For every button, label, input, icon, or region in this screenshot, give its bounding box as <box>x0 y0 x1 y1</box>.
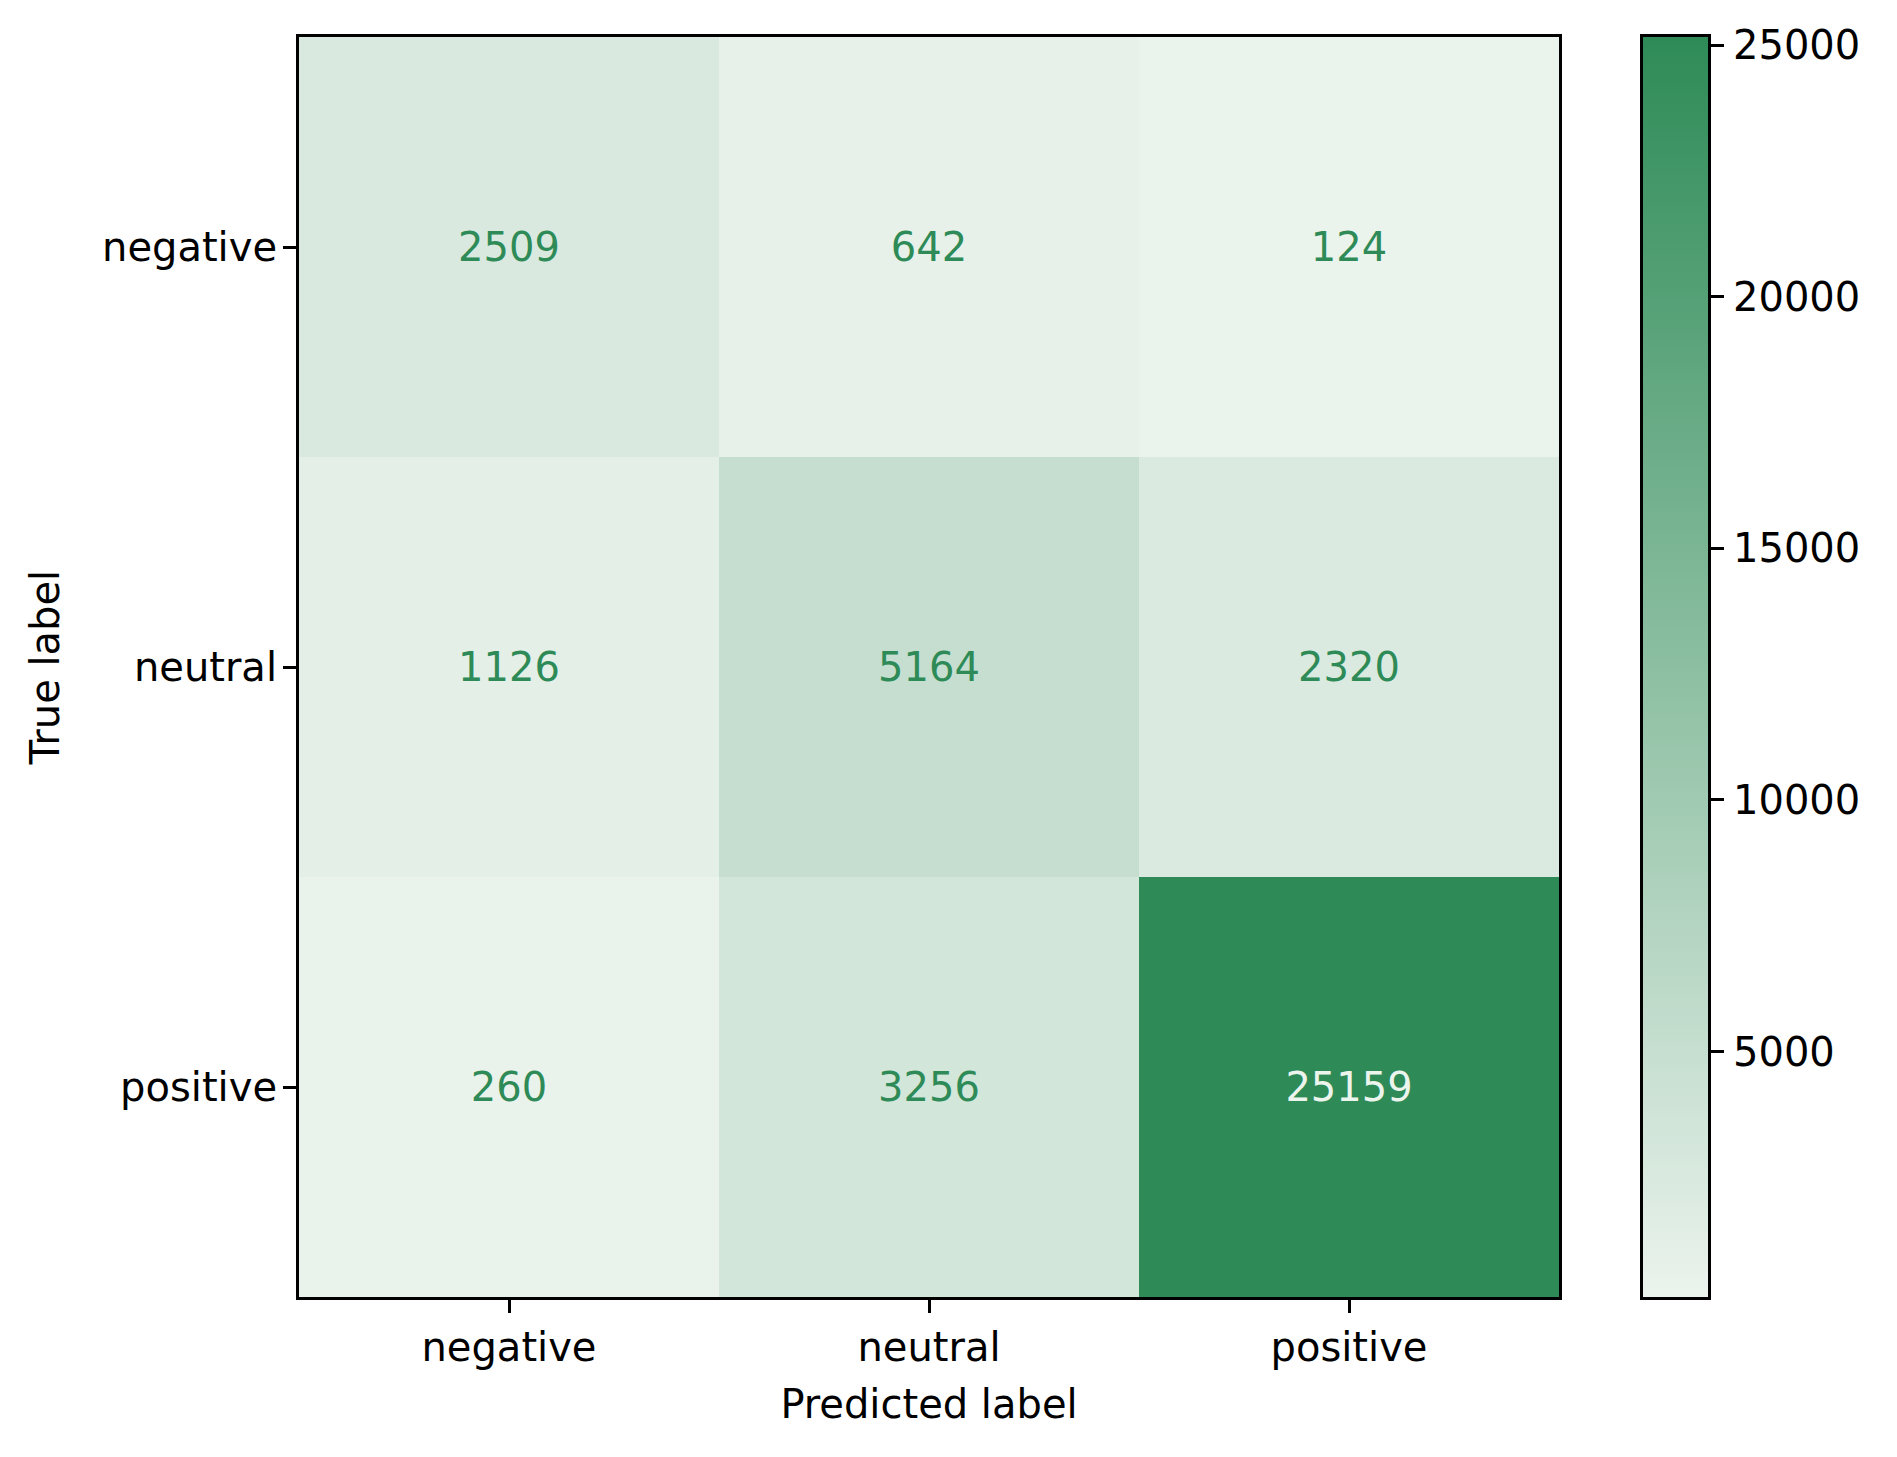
heatmap-cell-neutral-negative: 1126 <box>299 457 719 877</box>
heatmap-cell-neutral-neutral: 5164 <box>719 457 1139 877</box>
cell-value: 2320 <box>1298 647 1400 687</box>
x-tick-mark <box>508 1300 511 1313</box>
colorbar-tick-label-15000: 15000 <box>1733 523 1860 573</box>
heatmap-cell-positive-neutral: 3256 <box>719 877 1139 1297</box>
heatmap-cell-positive-negative: 260 <box>299 877 719 1297</box>
y-tick-label-positive: positive <box>0 1062 277 1112</box>
colorbar-tick-mark <box>1711 798 1724 801</box>
colorbar <box>1640 34 1711 1300</box>
cell-value: 25159 <box>1285 1067 1412 1107</box>
heatmap-cell-positive-positive: 25159 <box>1139 877 1559 1297</box>
colorbar-tick-mark <box>1711 547 1724 550</box>
colorbar-tick-mark <box>1711 295 1724 298</box>
colorbar-tick-label-20000: 20000 <box>1733 272 1860 322</box>
y-tick-label-negative: negative <box>0 222 277 272</box>
cell-value: 2509 <box>458 227 560 267</box>
cell-value: 260 <box>471 1067 547 1107</box>
colorbar-tick-mark <box>1711 1050 1724 1053</box>
y-axis-title: True label <box>22 570 68 764</box>
x-tick-mark <box>928 1300 931 1313</box>
heatmap-cell-negative-positive: 124 <box>1139 37 1559 457</box>
x-tick-mark <box>1348 1300 1351 1313</box>
colorbar-tick-label-10000: 10000 <box>1733 775 1860 825</box>
x-tick-label-positive: positive <box>1199 1322 1499 1372</box>
x-axis-title: Predicted label <box>629 1381 1229 1427</box>
cell-value: 5164 <box>878 647 980 687</box>
colorbar-tick-label-5000: 5000 <box>1733 1027 1835 1077</box>
heatmap-plot: 2509 642 124 1126 5164 2320 260 3256 25159 <box>296 34 1562 1300</box>
colorbar-tick-mark <box>1711 44 1724 47</box>
colorbar-tick-label-25000: 25000 <box>1733 20 1860 70</box>
colorbar-gradient <box>1643 37 1708 1297</box>
x-tick-label-negative: negative <box>359 1322 659 1372</box>
cell-value: 124 <box>1311 227 1387 267</box>
cell-value: 3256 <box>878 1067 980 1107</box>
cell-value: 1126 <box>458 647 560 687</box>
heatmap-cell-negative-negative: 2509 <box>299 37 719 457</box>
confusion-matrix-figure: 2509 642 124 1126 5164 2320 260 3256 25159 negat… <box>0 0 1897 1457</box>
y-tick-mark <box>283 666 296 669</box>
y-tick-mark <box>283 1086 296 1089</box>
y-tick-mark <box>283 246 296 249</box>
heatmap-cell-negative-neutral: 642 <box>719 37 1139 457</box>
cell-value: 642 <box>891 227 967 267</box>
heatmap-cell-neutral-positive: 2320 <box>1139 457 1559 877</box>
x-tick-label-neutral: neutral <box>779 1322 1079 1372</box>
